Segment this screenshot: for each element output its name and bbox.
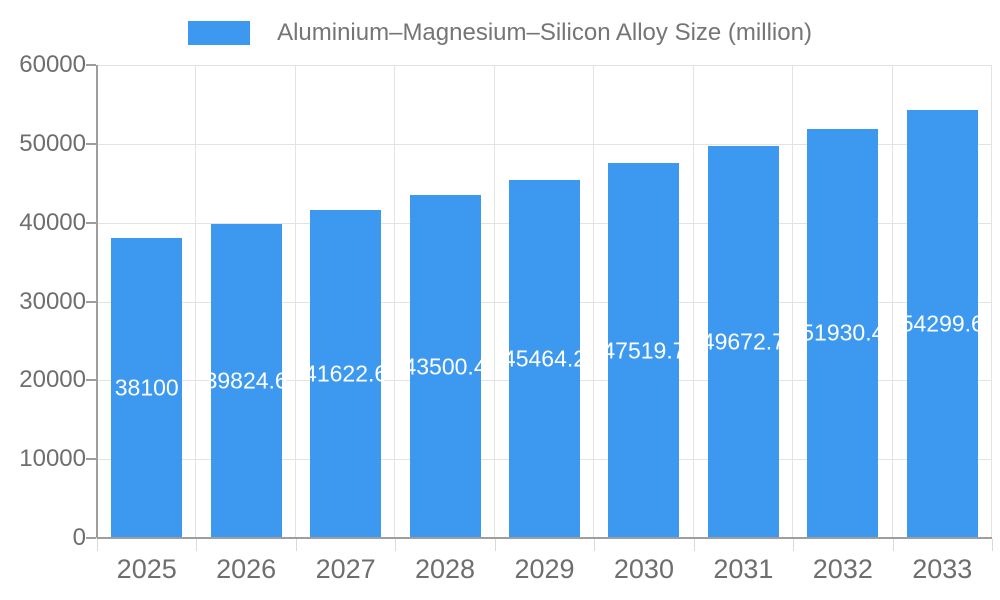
x-tick-label-2025: 2025 [116,554,177,584]
legend: Aluminium–Magnesium–Silicon Alloy Size (… [0,18,1000,48]
bar-value-label: 45464.2 [502,345,587,372]
gridline-vertical [792,65,794,538]
bar-value-label: 38100 [114,374,179,401]
x-tick-label-2032: 2032 [812,554,873,584]
bar-2028[interactable] [409,195,481,538]
bar-value-label: 39824.6 [204,367,288,394]
y-tick-mark [86,221,96,224]
y-tick-mark [86,64,96,66]
bar-2033[interactable] [906,109,978,538]
x-tick-mark [693,539,695,551]
plot-area: 38100 39824.6 41622.6 43500.4 45464.2 47519.7… [97,65,992,538]
y-tick-label: 60000 [19,51,86,78]
y-tick-label: 30000 [19,287,86,315]
x-tick-mark [992,539,993,551]
legend-label: Aluminium–Magnesium–Silicon Alloy Size (… [277,19,812,46]
gridline-vertical [493,65,495,538]
x-tick-label-2029: 2029 [514,554,575,584]
x-tick-mark [494,539,496,551]
bar-2030[interactable] [608,163,680,538]
y-tick-label: 50000 [19,129,86,157]
bar-value-label: 47519.7 [602,337,686,364]
bar-value-label: 43500.4 [403,353,487,380]
bar-value-label: 54299.6 [900,310,984,337]
bar-2027[interactable] [310,209,382,538]
gridline-vertical [294,65,296,538]
bar-2031[interactable] [707,146,779,538]
gridline-horizontal [97,143,992,145]
x-tick-mark [892,539,894,551]
bar-value-label: 41622.6 [304,360,388,387]
x-tick-mark [594,539,596,551]
y-tick-mark [86,458,96,461]
gridline-vertical [195,65,197,538]
bar-value-label: 49672.7 [701,328,785,355]
y-tick-mark [86,142,96,145]
bar-2025[interactable] [111,237,183,538]
y-tick-label: 40000 [19,208,86,236]
gridline-vertical [593,65,595,538]
legend-swatch-icon [188,21,251,45]
x-tick-mark [295,539,297,551]
y-tick-mark [86,379,96,382]
x-tick-mark [196,539,198,551]
x-tick-mark [395,539,397,551]
bar-2032[interactable] [807,128,879,538]
y-tick-mark [86,537,96,539]
y-axis-line [96,65,98,538]
gridline-horizontal [97,65,992,66]
bar-2026[interactable] [210,224,282,538]
x-tick-mark [793,539,795,551]
gridline-vertical [891,65,893,538]
bar-2029[interactable] [509,179,580,538]
x-tick-label-2030: 2030 [613,554,674,584]
y-tick-label: 0 [72,524,86,551]
x-tick-mark [97,539,98,551]
y-tick-label: 10000 [19,445,86,473]
y-tick-label: 20000 [19,366,86,394]
legend-item[interactable]: Aluminium–Magnesium–Silicon Alloy Size (… [188,20,812,46]
gridline-vertical [991,65,992,538]
x-tick-label-2028: 2028 [415,554,476,584]
x-tick-label-2026: 2026 [216,554,277,584]
gridline-vertical [394,65,396,538]
x-tick-label-2031: 2031 [713,554,774,584]
x-tick-label-2033: 2033 [912,554,973,584]
bar-value-label: 51930.4 [801,319,885,346]
x-tick-label-2027: 2027 [315,554,376,584]
gridline-vertical [692,65,694,538]
y-tick-mark [86,300,96,303]
x-axis-line [97,537,992,539]
